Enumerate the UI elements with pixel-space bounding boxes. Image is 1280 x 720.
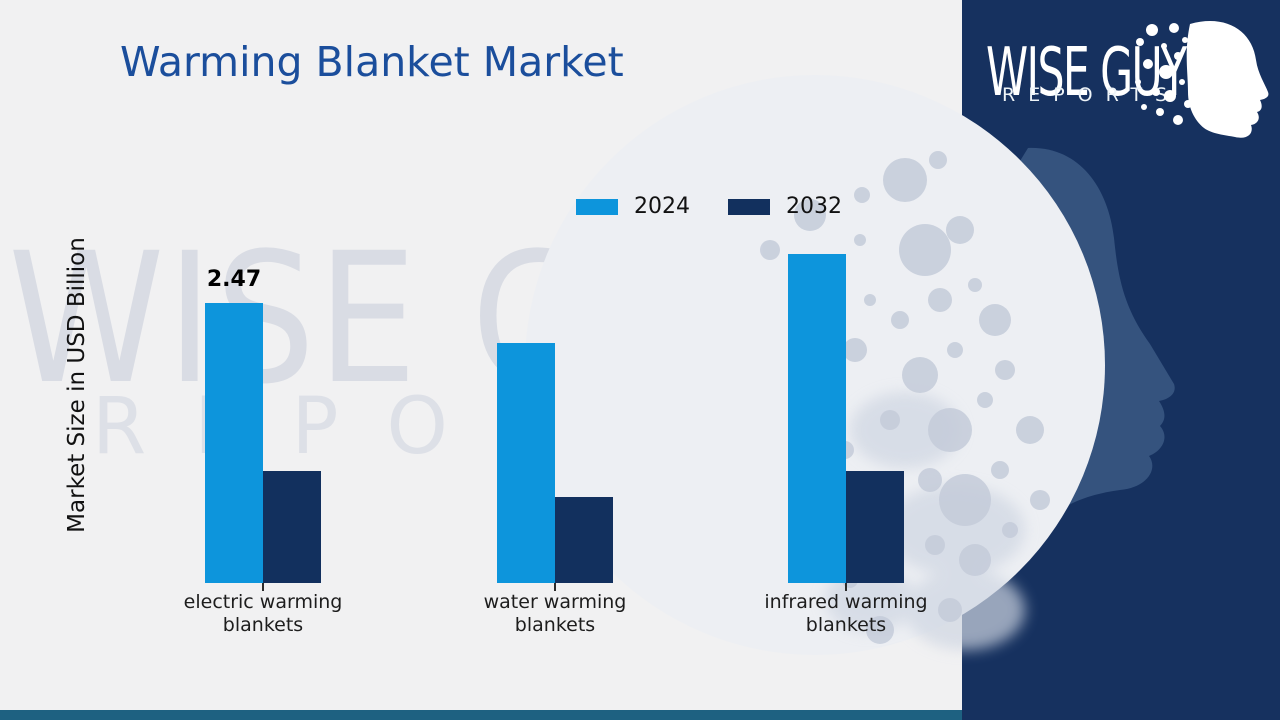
brand-face-icon: [1135, 21, 1269, 138]
category-label: water warming blankets: [483, 591, 627, 636]
plot-area: Warming Blanket Market Market Size in US…: [64, 38, 928, 636]
brand-name-text: WISE GUY: [986, 34, 1187, 112]
legend-swatch-2032: [728, 199, 770, 215]
brand-logo: WISE GUY REPORTS: [962, 0, 1280, 170]
x-axis-tick: [262, 583, 264, 591]
bar-2024-water: [497, 343, 555, 583]
category-label: infrared warming blankets: [764, 591, 928, 636]
legend-label-2024: 2024: [634, 194, 690, 219]
brand-subtitle-text: REPORTS: [1002, 84, 1181, 106]
y-axis-label: Market Size in USD Billion: [64, 237, 90, 533]
watermark-dots-pattern-icon: [760, 151, 1050, 650]
category-label: electric warming blankets: [183, 591, 343, 636]
bar-2032-infrared: [846, 471, 904, 583]
bar-2032-electric: [263, 471, 321, 583]
chart-title: Warming Blanket Market: [120, 38, 624, 86]
bar-value-label: 2.47: [206, 267, 262, 292]
bar-2024-electric: [205, 303, 263, 583]
legend-label-2032: 2032: [786, 194, 842, 219]
bottom-accent-bar: [0, 710, 962, 720]
bar-2032-water: [555, 497, 613, 583]
x-axis-tick: [554, 583, 556, 591]
legend-swatch-2024: [576, 199, 618, 215]
x-axis-tick: [845, 583, 847, 591]
bar-2024-infrared: [788, 254, 846, 583]
